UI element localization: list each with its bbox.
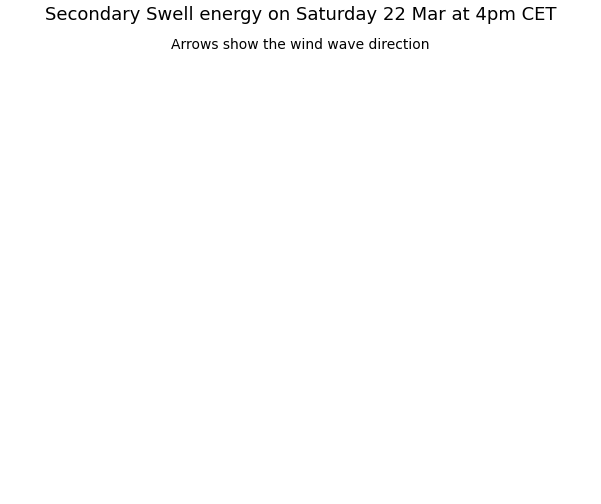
Text: Cartopy required for map: Cartopy required for map xyxy=(212,275,389,289)
Text: Arrows show the wind wave direction: Arrows show the wind wave direction xyxy=(171,38,430,52)
Text: Secondary Swell energy on Saturday 22 Mar at 4pm CET: Secondary Swell energy on Saturday 22 Ma… xyxy=(44,6,557,24)
